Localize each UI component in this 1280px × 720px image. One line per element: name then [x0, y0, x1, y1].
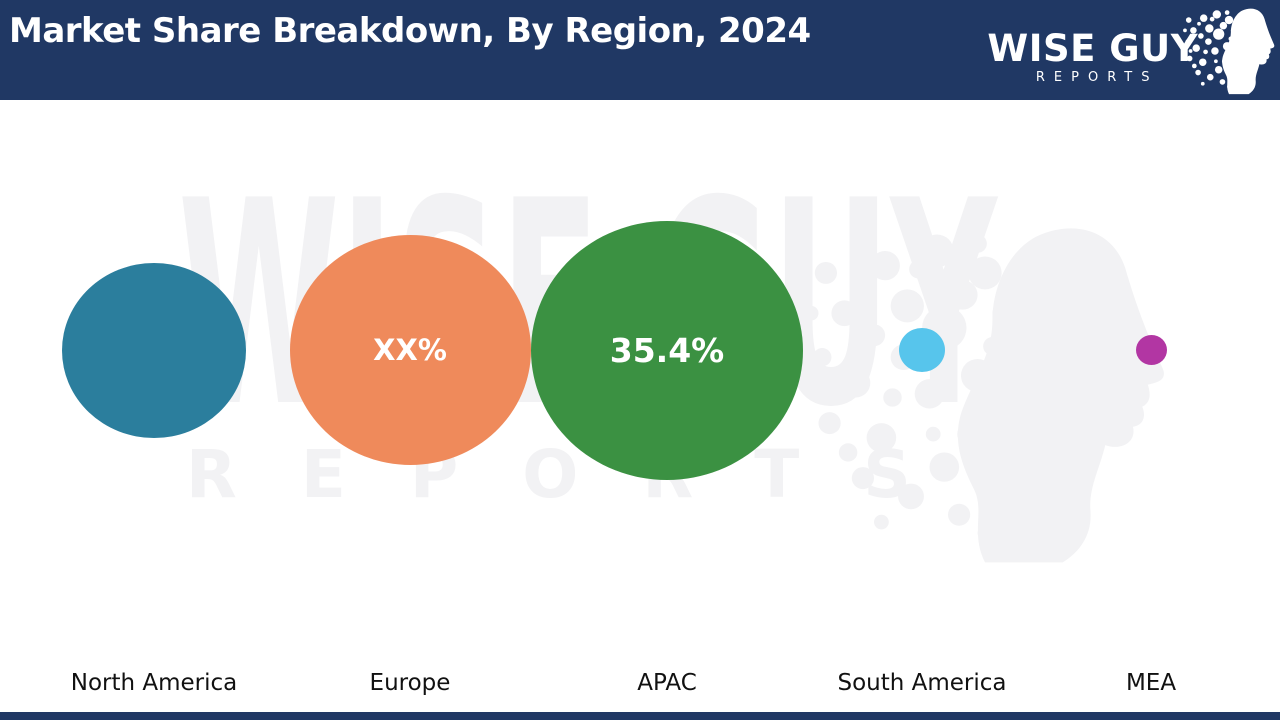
bubble: [62, 262, 246, 438]
bubble: [1135, 335, 1167, 365]
bubble-value-label: XX%: [373, 333, 447, 367]
header: Market Share Breakdown, By Region, 2024 …: [0, 0, 1280, 100]
logo-wordmark: WISE GUY: [987, 27, 1198, 70]
bubble-value-label: 35.4%: [609, 330, 725, 370]
watermark-sub-wordmark: REPORTS: [186, 436, 975, 513]
wise-guy-logo: WISE GUY REPORTS: [987, 0, 1280, 95]
bubble-chart: WISE GUY REPORTS XX% 35.4% North America…: [0, 100, 1280, 712]
page-title: Market Share Breakdown, By Region, 2024: [9, 11, 811, 51]
logo-text: WISE GUY REPORTS: [987, 30, 1198, 85]
logo-head-icon: [1182, 6, 1276, 95]
bubble: [899, 328, 945, 372]
region-label: South America: [837, 670, 1007, 696]
watermark-head-icon: [800, 218, 1170, 566]
region-label: Europe: [369, 670, 451, 696]
bubble: 35.4%: [531, 220, 803, 480]
footer-bar: [0, 712, 1280, 720]
region-label: North America: [70, 670, 238, 696]
logo-sub-wordmark: REPORTS: [1035, 70, 1159, 85]
region-label: APAC: [637, 670, 697, 696]
bubble: XX%: [289, 235, 531, 465]
region-label: MEA: [1125, 670, 1177, 696]
